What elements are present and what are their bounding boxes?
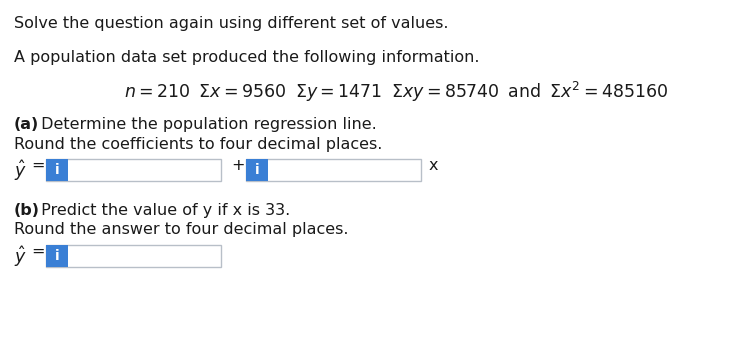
- Text: x: x: [429, 158, 438, 173]
- Text: (b): (b): [14, 203, 40, 218]
- Text: A population data set produced the following information.: A population data set produced the follo…: [14, 50, 480, 65]
- Text: Determine the population regression line.: Determine the population regression line…: [36, 117, 376, 132]
- Text: i: i: [55, 249, 59, 263]
- Text: i: i: [255, 163, 259, 177]
- Bar: [46, 245, 68, 267]
- Bar: [246, 159, 421, 181]
- Bar: [46, 159, 68, 181]
- Text: $\hat{y}$: $\hat{y}$: [14, 244, 27, 269]
- Bar: [46, 159, 221, 181]
- Text: i: i: [55, 163, 59, 177]
- Text: Predict the value of y if x is 33.: Predict the value of y if x is 33.: [36, 203, 290, 218]
- Text: Round the answer to four decimal places.: Round the answer to four decimal places.: [14, 222, 349, 237]
- Text: (a): (a): [14, 117, 39, 132]
- Text: Round the coefficients to four decimal places.: Round the coefficients to four decimal p…: [14, 137, 383, 152]
- Bar: [46, 245, 221, 267]
- Text: Solve the question again using different set of values.: Solve the question again using different…: [14, 16, 449, 31]
- Text: =: =: [31, 158, 44, 173]
- Bar: [246, 159, 268, 181]
- Text: +: +: [231, 158, 245, 173]
- Text: =: =: [31, 244, 44, 259]
- Text: $\hat{y}$: $\hat{y}$: [14, 158, 27, 183]
- Text: $n = 210\;\; \Sigma x = 9560\;\; \Sigma y = 1471\;\; \Sigma xy = 85740\;\;\mathr: $n = 210\;\; \Sigma x = 9560\;\; \Sigma …: [124, 80, 669, 104]
